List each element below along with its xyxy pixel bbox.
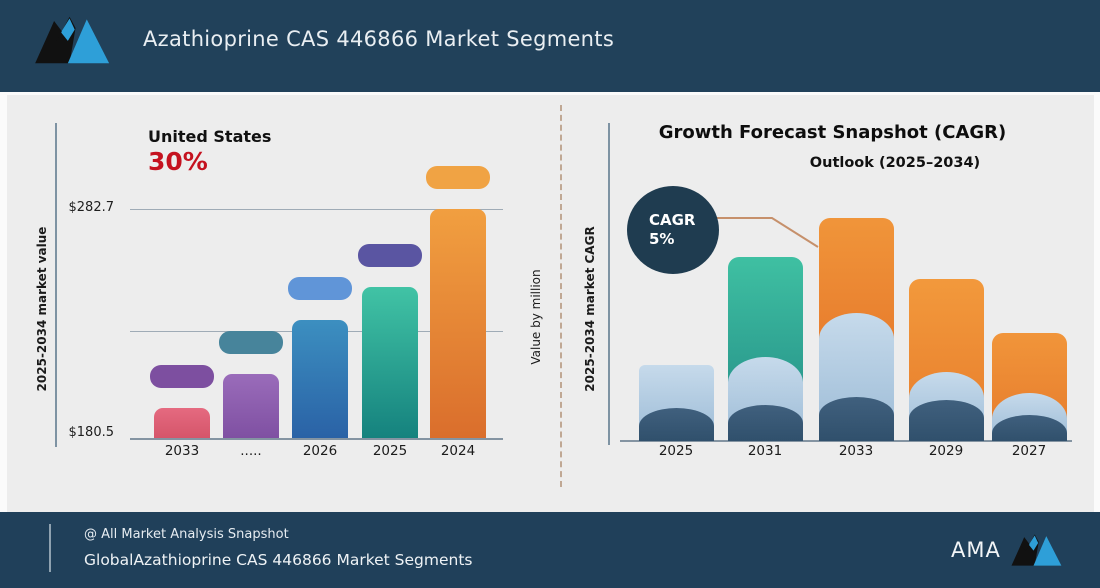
footer-title: GlobalAzathioprine CAS 446866 Market Seg… — [84, 551, 473, 569]
region-highlight-value: 30% — [148, 147, 208, 176]
right-y-axis — [608, 123, 610, 445]
right-bar-base-segment — [638, 408, 714, 441]
footer-note: @ All Market Analysis Snapshot — [84, 527, 289, 542]
page-title: Azathioprine CAS 446866 Market Segments — [143, 27, 615, 51]
left-x-label-.....: ..... — [240, 443, 262, 459]
right-x-label-2025: 2025 — [658, 443, 694, 459]
right-chart-bars: 2025 2031 2033 2029 2027 — [0, 92, 1100, 512]
cagr-badge-label: CAGR — [649, 211, 696, 230]
cagr-badge: CAGR 5% — [627, 186, 719, 274]
cagr-connector-line — [716, 217, 819, 248]
main-content: 2025-2034 market value United States 30%… — [0, 92, 1100, 512]
ama-logo-icon-footer — [1008, 529, 1066, 571]
left-bar-cap-2025 — [358, 244, 422, 267]
cagr-badge-value: 5% — [649, 230, 675, 248]
left-gridline-top — [130, 209, 503, 210]
right-bar-base-segment — [908, 400, 984, 441]
header: Azathioprine CAS 446866 Market Segments — [0, 0, 1100, 92]
left-chart-bars: 2033..... 2026 2025 2024 — [0, 92, 1100, 512]
right-x-label-2029: 2029 — [928, 443, 964, 459]
right-x-label-2027: 2027 — [1011, 443, 1047, 459]
footer-divider-line — [49, 524, 51, 572]
right-x-label-2033: 2033 — [838, 443, 874, 459]
right-bar-2029 — [908, 279, 984, 441]
left-bar-2024 — [430, 209, 486, 438]
right-chart-title: Growth Forecast Snapshot (CAGR) — [658, 122, 1007, 143]
right-bar-2033 — [818, 218, 894, 441]
left-x-label-2033: 2033 — [164, 443, 200, 459]
left-bar-2025 — [362, 287, 418, 438]
left-bar-cap-2024 — [426, 166, 490, 189]
left-ytick-top: $282.7 — [68, 200, 115, 215]
left-ytick-bottom: $180.5 — [68, 425, 115, 440]
footer: @ All Market Analysis Snapshot GlobalAza… — [0, 512, 1100, 588]
left-bar-cap-2026 — [288, 277, 352, 300]
right-bar-base-segment — [991, 415, 1067, 441]
left-y-axis — [55, 123, 57, 447]
right-bar-2025 — [638, 365, 714, 441]
left-bar-2033 — [154, 408, 210, 438]
left-bar-2026 — [292, 320, 348, 438]
left-x-axis — [130, 438, 503, 440]
right-x-label-2031: 2031 — [747, 443, 783, 459]
right-bar-base-segment — [818, 397, 894, 441]
left-x-label-2024: 2024 — [440, 443, 476, 459]
right-bar-2031 — [727, 257, 803, 441]
ama-logo-icon — [30, 9, 116, 71]
left-x-label-2026: 2026 — [302, 443, 338, 459]
right-bar-2027 — [991, 333, 1067, 441]
region-label: United States — [148, 127, 272, 146]
right-bar-base-segment — [727, 405, 803, 441]
right-chart-subtitle: Outlook (2025–2034) — [809, 155, 981, 171]
left-bar-cap-..... — [219, 331, 283, 354]
footer-brand-text: AMA — [951, 538, 1001, 562]
left-bar-..... — [223, 374, 279, 438]
panel-divider — [560, 105, 562, 487]
left-x-label-2025: 2025 — [372, 443, 408, 459]
left-bar-cap-2033 — [150, 365, 214, 388]
